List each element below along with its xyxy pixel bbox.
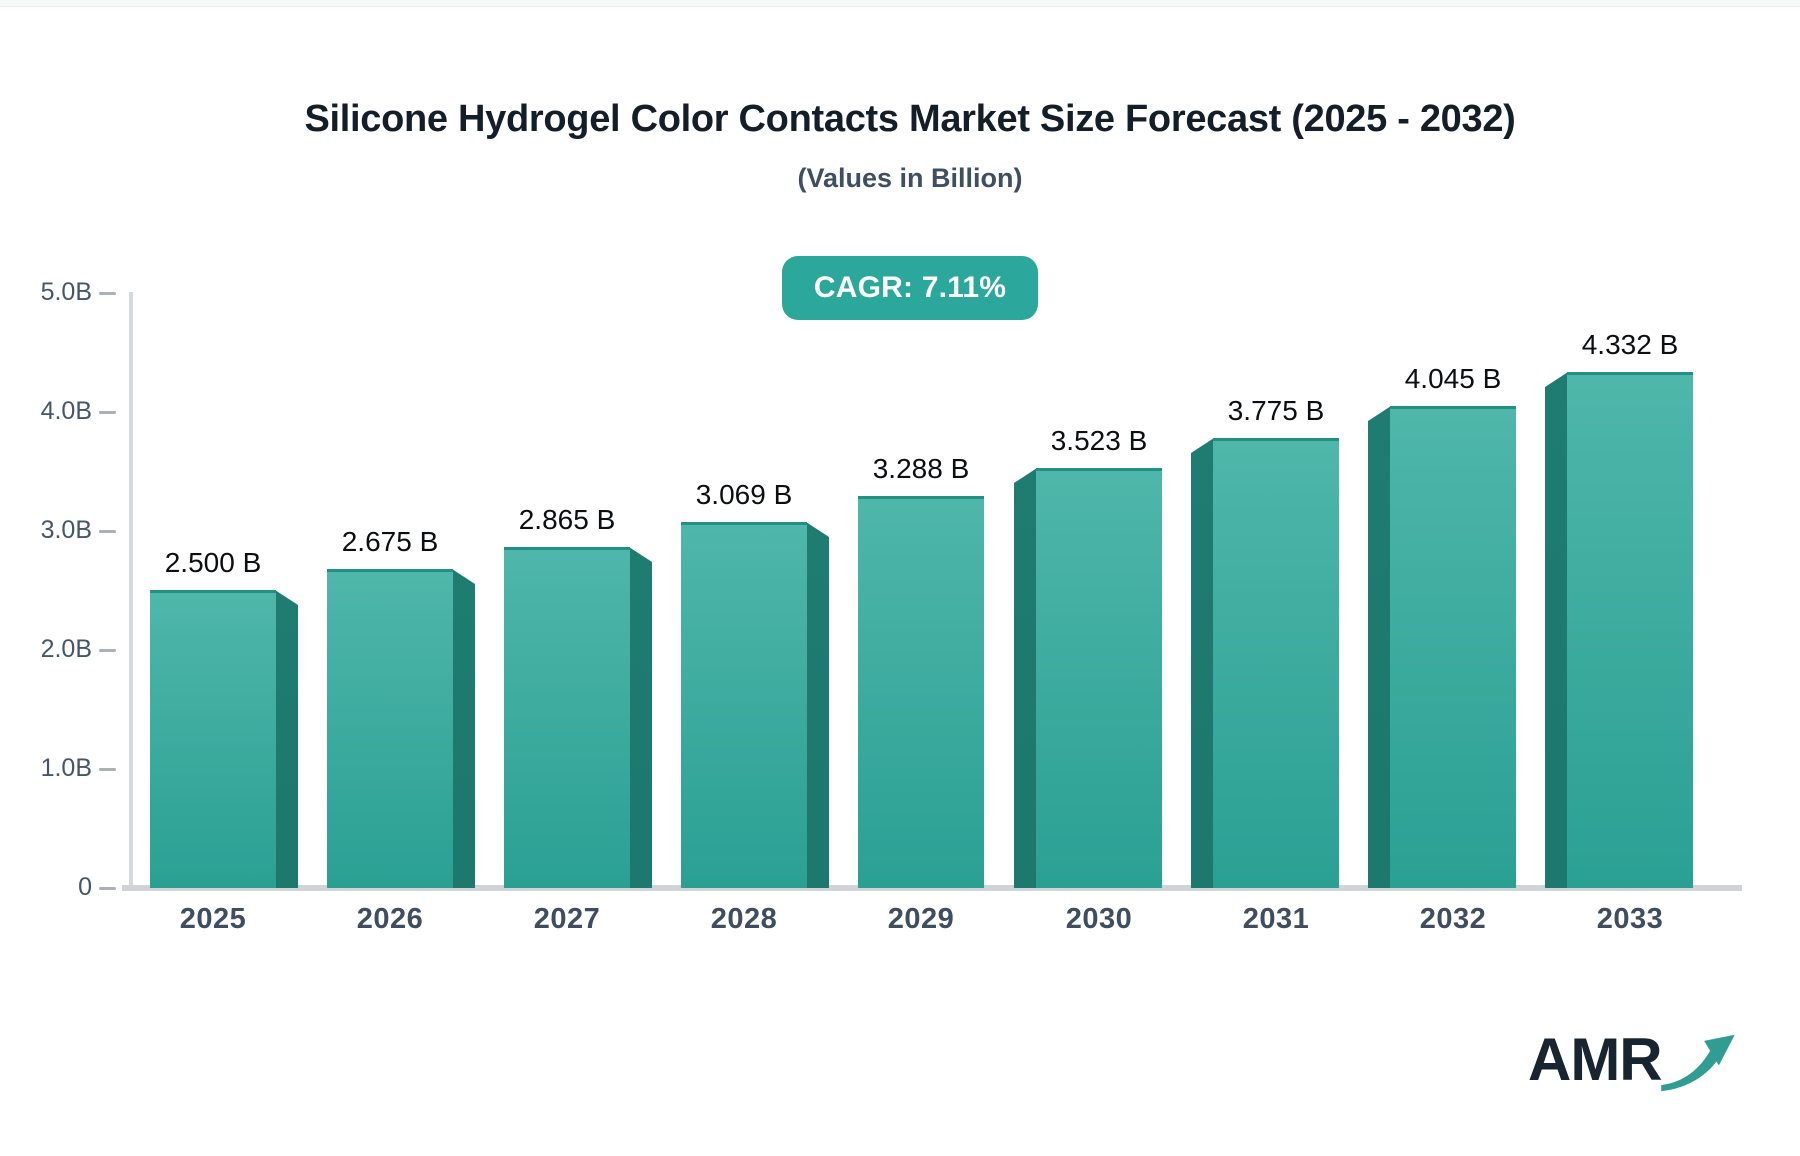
y-axis-label: 0 [78,873,92,901]
y-axis-tick [99,767,116,771]
y-axis-label: 5.0B [40,277,92,306]
y-axis-tick [99,291,116,295]
y-axis-label: 4.0B [40,396,92,425]
bar-2025[interactable] [150,590,276,888]
bar-value-label: 4.332 B [1581,329,1679,360]
bar-value-label: 3.069 B [695,479,793,510]
bar-value-label: 2.675 B [341,526,439,557]
x-axis-label: 2031 [1242,903,1310,935]
bar-side-face-2026 [452,569,475,888]
bar-value-label: 3.523 B [1050,425,1148,456]
bar-side-face-2033 [1545,372,1568,888]
bar-side-face-2028 [806,522,829,888]
bar-2029[interactable] [858,496,984,888]
bar-value-label: 3.288 B [872,453,970,484]
growth-arrow-icon [1660,1034,1735,1092]
y-axis-label: 2.0B [40,634,92,663]
bar-2027[interactable] [504,547,630,888]
chart-title: Silicone Hydrogel Color Contacts Market … [304,98,1516,140]
bar-value-label: 4.045 B [1404,363,1502,394]
chart-subtitle: (Values in Billion) [797,163,1023,193]
bar-2026[interactable] [327,569,453,888]
y-axis-line [129,292,133,890]
x-axis-label: 2027 [533,903,601,935]
bar-side-face-2027 [629,547,652,888]
bar-side-face-2025 [275,590,298,888]
bar-2033[interactable] [1567,372,1693,888]
x-axis-label: 2032 [1419,903,1487,935]
amr-logo-text: AMR [1528,1026,1663,1093]
cagr-badge: CAGR: 7.11% [781,256,1039,320]
x-axis-baseline [122,885,1742,891]
bar-value-label: 3.775 B [1227,395,1325,426]
y-axis-tick [99,529,116,533]
cagr-badge-row: CAGR: 7.11% [20,256,1800,320]
y-axis-label: 1.0B [40,753,92,782]
x-axis-label: 2030 [1065,903,1133,935]
y-axis-tick [99,410,116,414]
bar-value-label: 2.500 B [164,547,262,578]
bar-side-face-2030 [1014,468,1037,888]
bar-side-face-2032 [1368,406,1391,888]
x-axis-label: 2028 [710,903,778,935]
bar-2030[interactable] [1036,468,1162,888]
y-axis-label: 3.0B [40,515,92,544]
bar-side-face-2031 [1191,438,1214,888]
y-axis-tick [99,648,116,652]
bar-2031[interactable] [1213,438,1339,888]
y-axis-tick [99,887,116,890]
x-axis-label: 2033 [1596,903,1664,935]
bar-value-label: 2.865 B [518,504,616,535]
bar-2032[interactable] [1390,406,1516,888]
x-axis-label: 2026 [356,903,424,935]
bar-2028[interactable] [681,522,807,888]
amr-logo: AMR [1528,1030,1736,1094]
window-top-edge [0,0,1800,7]
x-axis-label: 2025 [179,903,247,935]
x-axis-label: 2029 [887,903,955,935]
